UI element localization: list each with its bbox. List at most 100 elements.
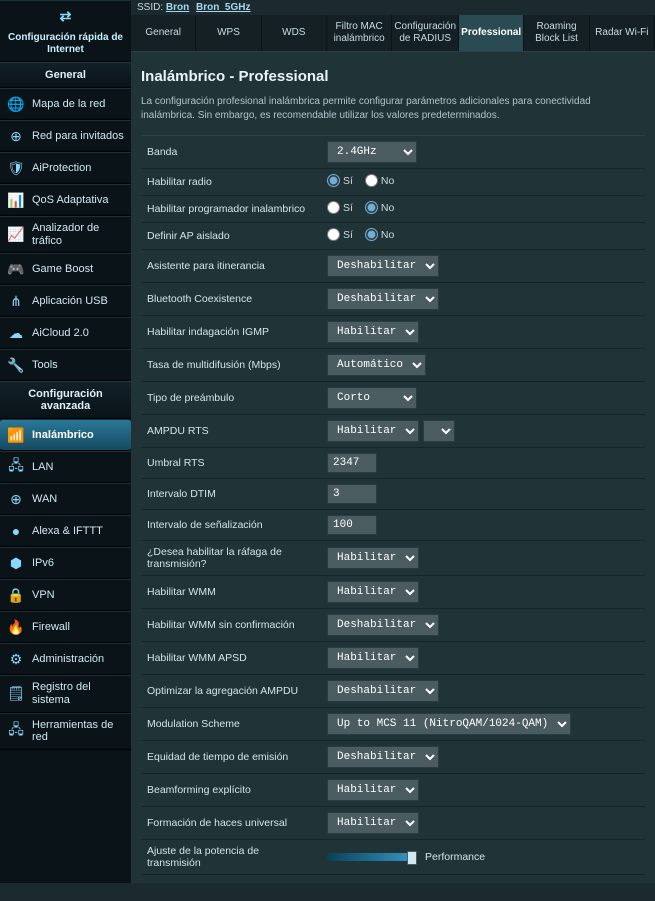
radio-option[interactable]: No	[365, 228, 394, 241]
sidebar-item-adv-0[interactable]: 📶Inalámbrico	[0, 419, 131, 451]
sidebar-item-adv-5[interactable]: 🔒VPN	[0, 579, 131, 611]
setting-row: Tasa de multidifusión (Mbps)Automático	[141, 349, 645, 382]
setting-select[interactable]: Habilitar	[327, 420, 419, 442]
setting-label: Optimizar la agregación AMPDU	[141, 675, 321, 708]
sidebar-item-label: Red para invitados	[32, 130, 124, 143]
setting-input[interactable]	[327, 453, 377, 473]
radio-input[interactable]	[327, 228, 340, 241]
setting-select-aux[interactable]	[423, 420, 455, 442]
setting-input[interactable]	[327, 484, 377, 504]
adv-3-icon: ●	[6, 521, 26, 541]
power-slider[interactable]	[327, 853, 417, 861]
setting-select[interactable]: Deshabilitar	[327, 614, 439, 636]
gen-8-icon: 🔧	[6, 355, 26, 375]
tab-filtro-mac-inal-mbrico[interactable]: Filtro MAC inalámbrico	[327, 15, 392, 51]
setting-select[interactable]: Deshabilitar	[327, 255, 439, 277]
sidebar-item-gen-8[interactable]: 🔧Tools	[0, 349, 131, 381]
ssid-link-1[interactable]: Bron_5GHz	[196, 2, 250, 13]
sidebar-item-label: Aplicación USB	[32, 295, 108, 308]
tab-wds[interactable]: WDS	[262, 15, 327, 51]
sidebar-item-gen-5[interactable]: 🎮Game Boost	[0, 253, 131, 285]
sidebar-item-label: Herramientas de red	[32, 719, 125, 744]
sidebar-item-gen-2[interactable]: 🛡AiProtection	[0, 152, 131, 184]
setting-value: Deshabilitar	[321, 283, 645, 316]
sidebar-item-gen-7[interactable]: ☁AiCloud 2.0	[0, 317, 131, 349]
sidebar-item-adv-9[interactable]: 🖧 Herramientas de red	[0, 713, 131, 750]
adv-9-icon: 🖧	[6, 721, 26, 741]
setting-select[interactable]: Habilitar	[327, 647, 419, 669]
quick-setup-icon: ⇄	[56, 6, 76, 26]
sidebar-item-adv-2[interactable]: ⊕WAN	[0, 483, 131, 515]
setting-row: Bluetooth CoexistenceDeshabilitar	[141, 283, 645, 316]
sidebar-item-adv-3[interactable]: ●Alexa & IFTTT	[0, 515, 131, 547]
radio-label: No	[381, 175, 394, 187]
adv-7-icon: ⚙	[6, 649, 26, 669]
sidebar-item-adv-7[interactable]: ⚙ Administración	[0, 643, 131, 675]
setting-input[interactable]	[327, 515, 377, 535]
setting-label: Definir AP aislado	[141, 223, 321, 250]
setting-select[interactable]: Habilitar	[327, 581, 419, 603]
radio-input[interactable]	[327, 174, 340, 187]
radio-input[interactable]	[365, 201, 378, 214]
setting-value: Corto	[321, 382, 645, 415]
radio-option[interactable]: Sí	[327, 174, 353, 187]
setting-select[interactable]: Habilitar	[327, 547, 419, 569]
setting-select[interactable]: Corto	[327, 387, 417, 409]
tab-radar-wi-fi[interactable]: Radar Wi-Fi	[590, 15, 655, 51]
setting-select[interactable]: Up to MCS 11 (NitroQAM/1024-QAM)	[327, 713, 571, 735]
radio-option[interactable]: No	[365, 201, 394, 214]
setting-row: Habilitar WMM sin confirmaciónDeshabilit…	[141, 609, 645, 642]
radio-input[interactable]	[365, 174, 378, 187]
adv-2-icon: ⊕	[6, 489, 26, 509]
tab-roaming-block-list[interactable]: Roaming Block List	[524, 15, 589, 51]
sidebar-item-gen-0[interactable]: 🌐Mapa de la red	[0, 88, 131, 120]
setting-value	[321, 510, 645, 541]
sidebar-quick-setup[interactable]: ⇄Configuración rápida de Internet	[0, 0, 131, 62]
sidebar-item-gen-4[interactable]: 📈Analizador de tráfico	[0, 216, 131, 253]
sidebar-item-adv-8[interactable]: 🗒Registro del sistema	[0, 675, 131, 712]
setting-select[interactable]: Habilitar	[327, 779, 419, 801]
sidebar-item-adv-6[interactable]: 🔥Firewall	[0, 611, 131, 643]
tab-configuraci-n-de-radius[interactable]: Configuración de RADIUS	[392, 15, 459, 51]
setting-select[interactable]: Deshabilitar	[327, 746, 439, 768]
setting-value: Habilitar	[321, 316, 645, 349]
setting-select[interactable]: 2.4GHz	[327, 141, 417, 163]
radio-input[interactable]	[365, 228, 378, 241]
sidebar-item-adv-4[interactable]: ⬢IPv6	[0, 547, 131, 579]
radio-option[interactable]: Sí	[327, 228, 353, 241]
setting-row: Habilitar radioSíNo	[141, 169, 645, 196]
tab-general[interactable]: General	[131, 15, 196, 51]
sidebar-item-adv-1[interactable]: 🖧LAN	[0, 451, 131, 483]
gen-5-icon: 🎮	[6, 259, 26, 279]
setting-row: Habilitar programador inalambricoSíNo	[141, 196, 645, 223]
setting-select[interactable]: Deshabilitar	[327, 288, 439, 310]
slider-label: Performance	[425, 851, 485, 863]
setting-value: Habilitar	[321, 774, 645, 807]
setting-select[interactable]: Habilitar	[327, 812, 419, 834]
adv-8-icon: 🗒	[6, 684, 26, 704]
tab-wps[interactable]: WPS	[196, 15, 261, 51]
setting-label: Ajuste de la potencia de transmisión	[141, 840, 321, 875]
radio-option[interactable]: Sí	[327, 201, 353, 214]
sidebar-item-label: VPN	[32, 589, 55, 602]
setting-row: Banda2.4GHz	[141, 136, 645, 169]
gen-1-icon: ⊕	[6, 126, 26, 146]
sidebar-item-gen-3[interactable]: 📊QoS Adaptativa	[0, 184, 131, 216]
setting-row: Asistente para itineranciaDeshabilitar	[141, 250, 645, 283]
setting-select[interactable]: Automático	[327, 354, 426, 376]
setting-value: Deshabilitar	[321, 609, 645, 642]
sidebar-item-label: Administración	[32, 653, 104, 666]
radio-option[interactable]: No	[365, 174, 394, 187]
setting-select[interactable]: Deshabilitar	[327, 680, 439, 702]
sidebar-item-label: AiProtection	[32, 162, 91, 175]
radio-input[interactable]	[327, 201, 340, 214]
sidebar-item-label: Firewall	[32, 621, 70, 634]
ssid-link-0[interactable]: Bron	[166, 2, 189, 13]
tab-professional[interactable]: Professional	[459, 15, 524, 51]
ssid-label: SSID:	[137, 2, 163, 13]
sidebar-item-gen-6[interactable]: ⋔Aplicación USB	[0, 285, 131, 317]
sidebar-item-gen-1[interactable]: ⊕ Red para invitados	[0, 120, 131, 152]
setting-value: Deshabilitar	[321, 250, 645, 283]
setting-select[interactable]: Habilitar	[327, 321, 419, 343]
page-description: La configuración profesional inalámbrica…	[141, 95, 645, 123]
